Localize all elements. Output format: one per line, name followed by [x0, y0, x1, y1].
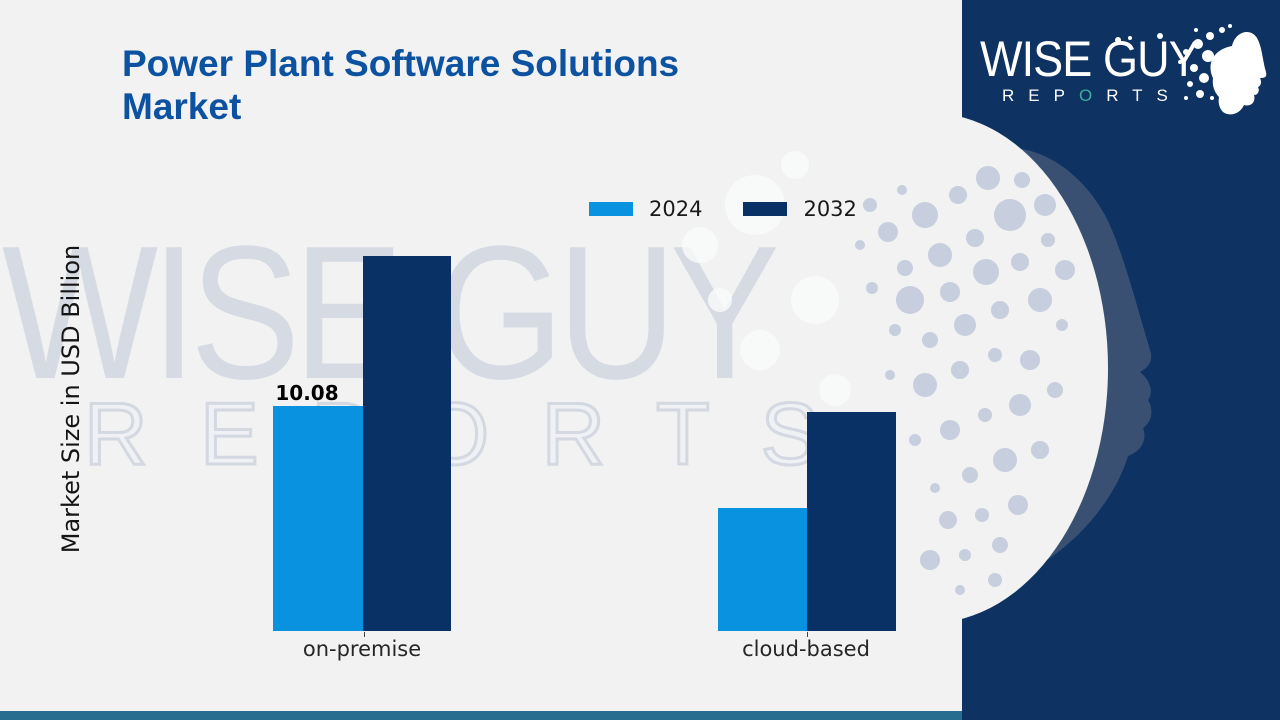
page-title-line2: Market [122, 86, 242, 127]
legend-swatch-2032 [743, 202, 788, 216]
logo-reports-text: REPORTS [1002, 86, 1182, 106]
logo-reports-p2: RTS [1106, 86, 1182, 105]
y-axis-label: Market Size in USD Billion [57, 244, 85, 554]
bar-cloud-based-2032 [807, 412, 896, 631]
logo-wordmark: WISE GUY [980, 31, 1199, 87]
page-title-line1: Power Plant Software Solutions [122, 43, 680, 84]
watermark-reports: R E P O R T S [82, 384, 834, 483]
bar-on-premise-2032 [363, 256, 451, 631]
navy-block [962, 0, 1280, 720]
logo-reports-p1: REP [1002, 86, 1079, 105]
legend-label-2032: 2032 [803, 197, 857, 221]
x-tick-on-premise [364, 632, 365, 637]
category-label-cloud-based: cloud-based [742, 637, 870, 661]
category-label-on-premise: on-premise [302, 637, 422, 661]
legend-swatch-2024 [589, 202, 633, 216]
logo-head-icon [1210, 32, 1267, 115]
page-title: Power Plant Software Solutions Market [122, 42, 679, 128]
legend: 2024 2032 [589, 197, 857, 221]
legend-label-2024: 2024 [649, 197, 703, 221]
bar-cloud-based-2024 [718, 508, 807, 631]
bar-on-premise-2024 [273, 406, 363, 631]
face-profile-icon [962, 147, 1152, 590]
value-label-on-premise-2024: 10.08 [275, 381, 339, 405]
bottom-accent-strip [0, 711, 1280, 720]
legend-item-2024: 2024 [589, 197, 702, 221]
legend-item-2032: 2032 [743, 197, 857, 221]
logo-reports-o: O [1078, 86, 1107, 105]
x-tick-cloud-based [807, 632, 808, 637]
